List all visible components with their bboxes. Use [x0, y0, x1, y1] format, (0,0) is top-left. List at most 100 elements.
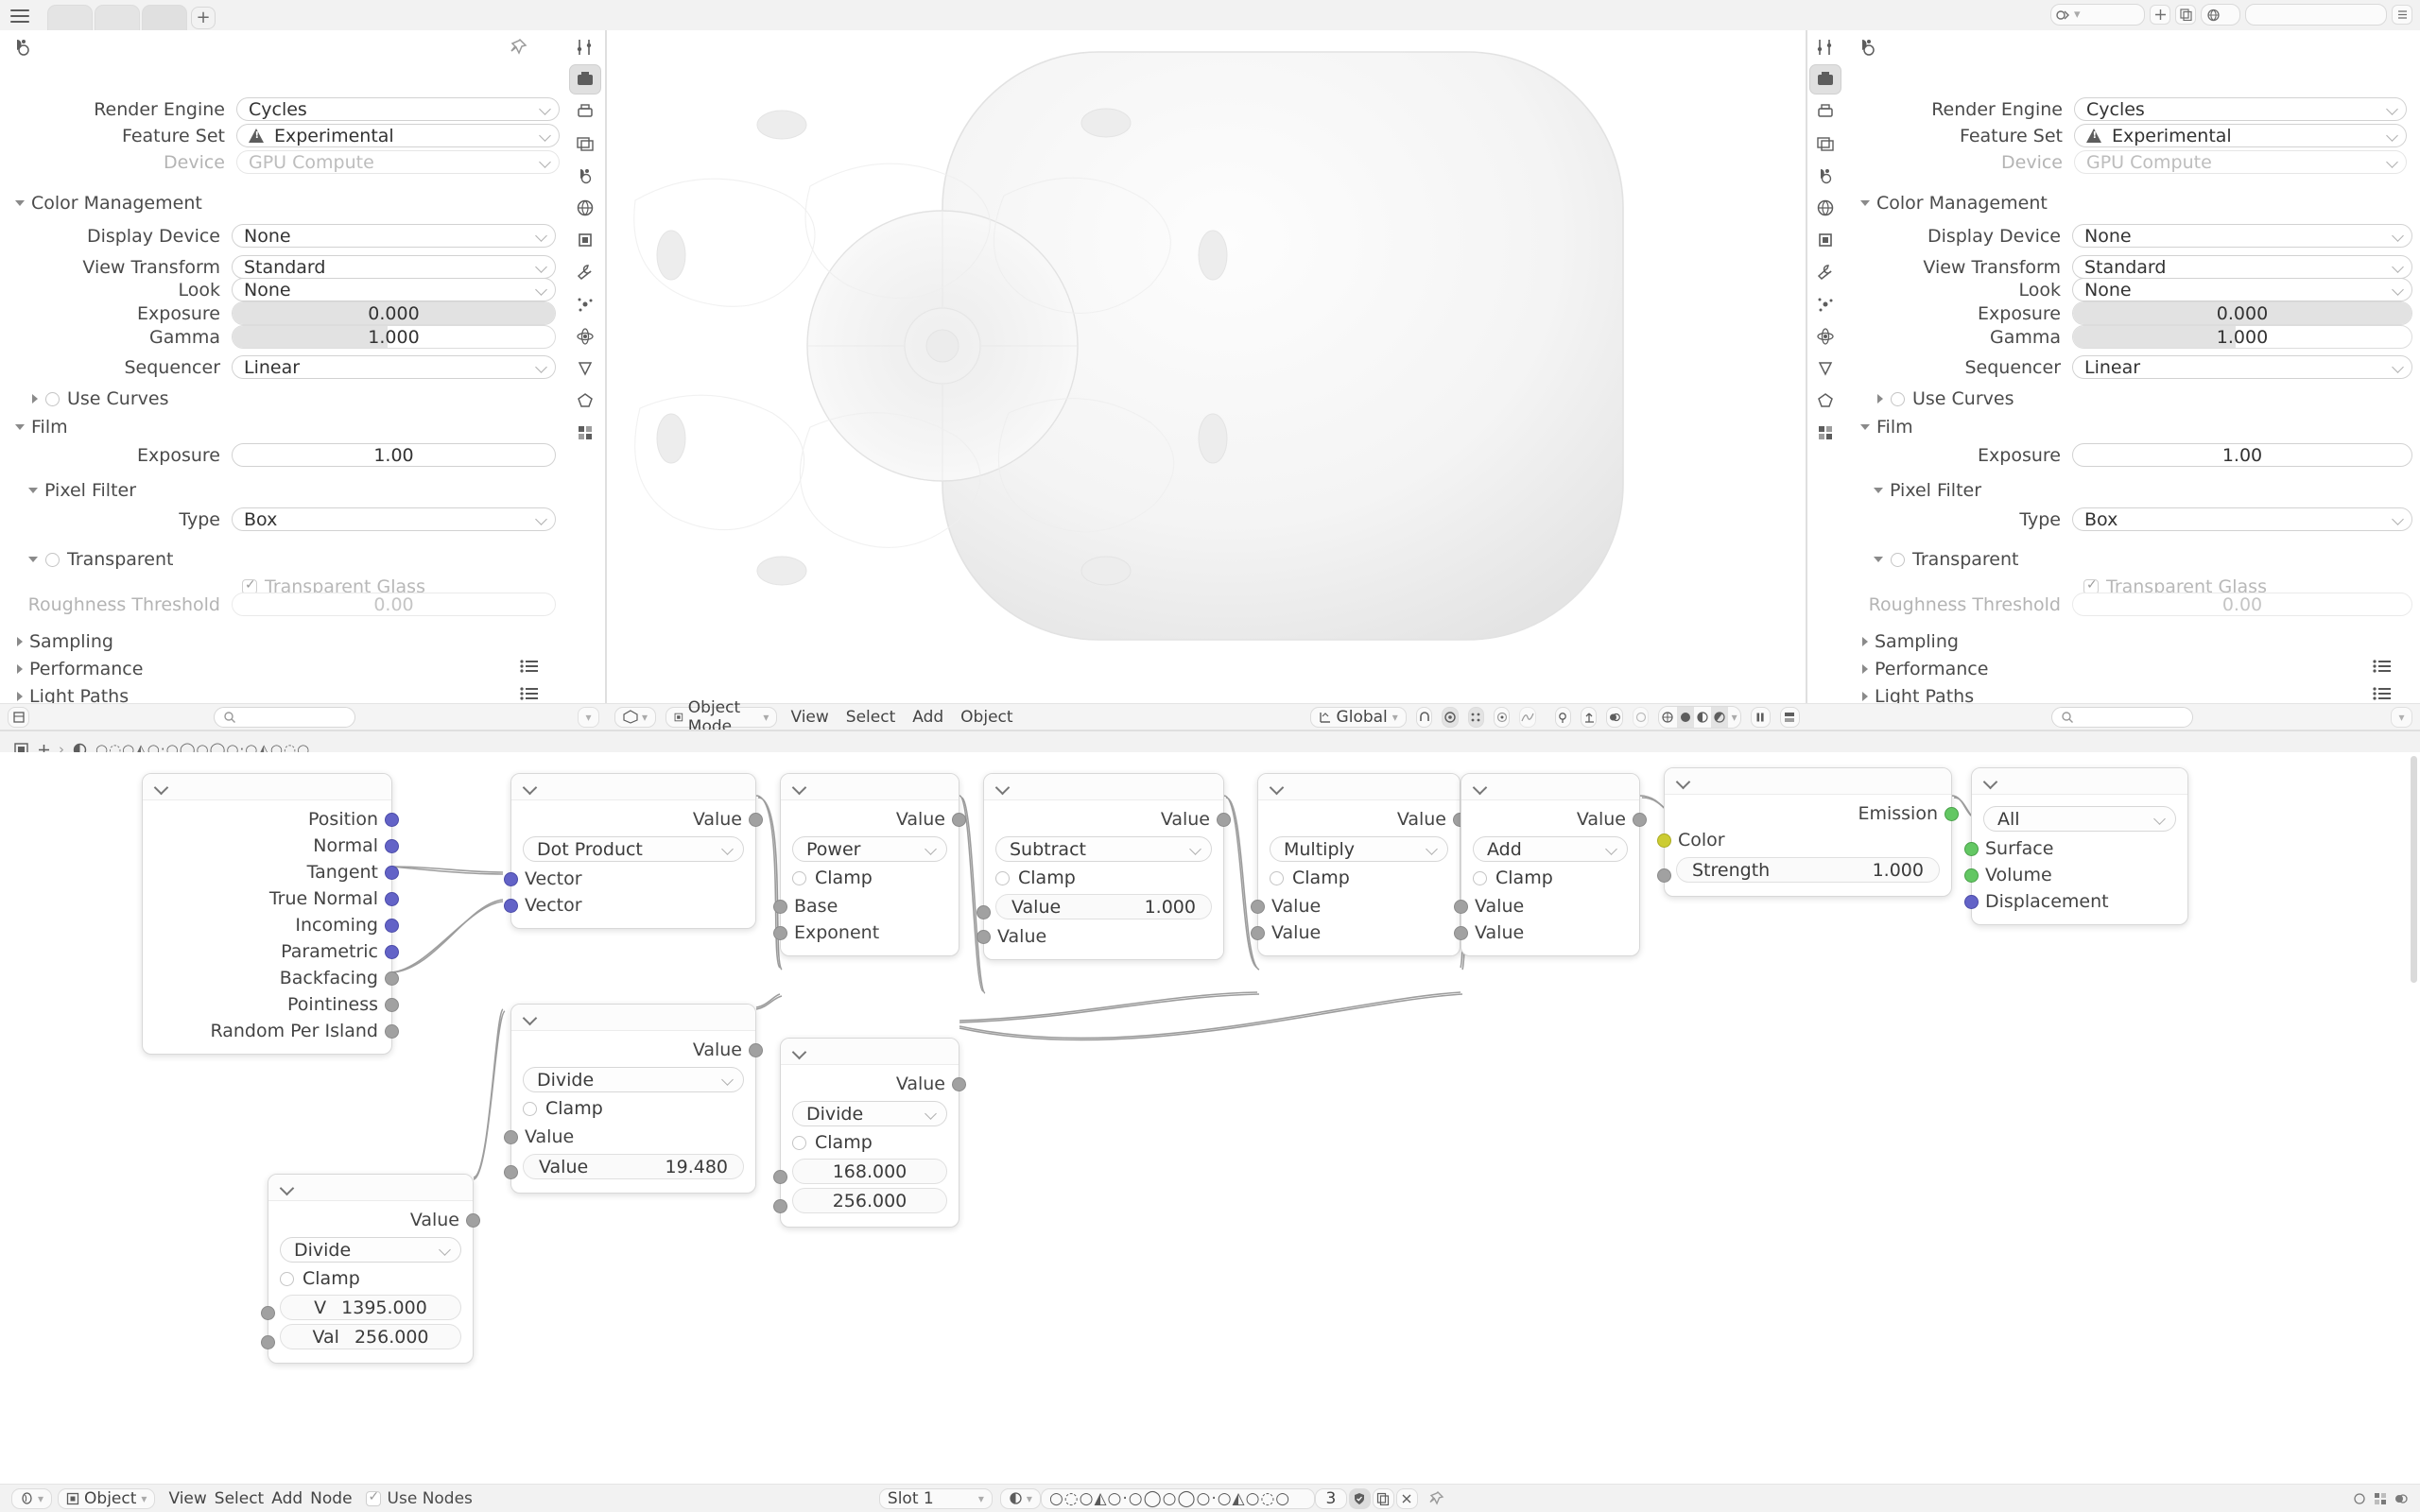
node-math-power[interactable]: Value Power Clamp Base Exponent: [773, 773, 966, 956]
node-math-divide-1395[interactable]: Value Divide Clamp V 1395.000 Val 256.000: [261, 1174, 480, 1364]
divider-horizontal[interactable]: [0, 730, 2420, 731]
operation-dropdown[interactable]: Divide: [792, 1101, 947, 1126]
node-header[interactable]: [984, 774, 1223, 800]
socket-vector[interactable]: [385, 892, 399, 906]
section-performance[interactable]: Performance: [17, 659, 143, 679]
clamp-checkbox-row[interactable]: Clamp: [1270, 866, 1448, 890]
socket-value[interactable]: [504, 1165, 518, 1179]
view-transform-dropdown[interactable]: Standard: [232, 255, 556, 279]
pixel-filter-type-dropdown-right[interactable]: Box: [2072, 507, 2412, 531]
node-input-value-1[interactable]: Value 1.000: [977, 894, 1223, 919]
menu-add[interactable]: Add: [912, 707, 944, 727]
shading-solid-button[interactable]: [1676, 706, 1694, 728]
node-input-surface[interactable]: Surface: [1964, 835, 2187, 862]
node-math-divide-168[interactable]: Value Divide Clamp 168.000 256.000: [773, 1038, 966, 1228]
viewport-visibility-dropdown[interactable]: [1554, 706, 1572, 728]
tool-tab[interactable]: [569, 32, 601, 62]
node-output-position[interactable]: Position: [143, 806, 399, 833]
socket-value[interactable]: [773, 926, 787, 940]
socket-value[interactable]: [466, 1213, 480, 1228]
xray-toggle[interactable]: [1632, 706, 1650, 728]
properties-search-input-right[interactable]: [2051, 706, 2193, 728]
shading-options-dropdown[interactable]: ▾: [1731, 710, 1737, 724]
node-output-value[interactable]: Value: [1258, 806, 1467, 833]
modifier-tab-right[interactable]: [1809, 257, 1841, 287]
socket-vector[interactable]: [385, 813, 399, 827]
proportional-falloff-dropdown[interactable]: [1467, 706, 1484, 728]
node-output-value[interactable]: Value: [268, 1207, 480, 1233]
node-output-value[interactable]: Value: [511, 1037, 763, 1063]
socket-value[interactable]: [261, 1335, 275, 1349]
node-editor-scrollbar[interactable]: [2411, 756, 2417, 983]
scene-selector[interactable]: ▾: [2050, 4, 2145, 26]
node-output-value[interactable]: Value: [511, 806, 763, 833]
render-engine-dropdown[interactable]: Cycles: [236, 97, 560, 121]
socket-value[interactable]: [1217, 813, 1231, 827]
socket-value[interactable]: [977, 930, 991, 944]
use-curves-row-right[interactable]: Use Curves: [1877, 388, 2014, 409]
use-curves-checkbox[interactable]: [45, 391, 60, 406]
socket-value[interactable]: [773, 900, 787, 914]
shader-type-dropdown[interactable]: Object ▾: [58, 1487, 156, 1509]
pixel-filter-type-dropdown[interactable]: Box: [232, 507, 556, 531]
node-output-parametric[interactable]: Parametric: [143, 938, 399, 965]
clamp-checkbox-row[interactable]: Clamp: [1473, 866, 1628, 890]
node-header[interactable]: [1665, 768, 1951, 795]
clamp-checkbox[interactable]: [523, 1101, 537, 1116]
scene-tab-right[interactable]: [1809, 161, 1841, 191]
node-emission[interactable]: Emission Color Strength 1.000: [1657, 767, 1959, 897]
section-color-management[interactable]: Color Management: [15, 193, 202, 214]
socket-value[interactable]: [749, 813, 763, 827]
particles-tab-right[interactable]: [1809, 289, 1841, 319]
socket-value[interactable]: [952, 813, 966, 827]
node-input-value-2[interactable]: Val 256.000: [261, 1324, 473, 1349]
section-light-paths-right[interactable]: Light Paths: [1862, 686, 1974, 703]
node-header[interactable]: [143, 774, 391, 800]
clamp-checkbox-row[interactable]: Clamp: [280, 1266, 461, 1291]
physics-tab[interactable]: [569, 321, 601, 352]
node-header[interactable]: [781, 774, 959, 800]
section-color-management-right[interactable]: Color Management: [1860, 193, 2048, 214]
clamp-checkbox[interactable]: [1473, 870, 1487, 885]
view-layer-tab[interactable]: [569, 129, 601, 159]
node-header[interactable]: [1258, 774, 1460, 800]
sync-icon[interactable]: [2352, 1491, 2367, 1506]
material-name-field[interactable]: ○◌○◭○·○◯○◯○·○◭○◌○: [1040, 1487, 1315, 1509]
transparent-glass-row[interactable]: Transparent Glass: [242, 576, 425, 597]
socket-value[interactable]: [773, 1199, 787, 1213]
browse-world-button[interactable]: [2392, 5, 2412, 25]
browse-material-button[interactable]: ▾: [999, 1487, 1041, 1509]
operation-dropdown[interactable]: Subtract: [995, 836, 1212, 862]
socket-value[interactable]: [385, 1024, 399, 1039]
operation-dropdown[interactable]: Dot Product: [523, 836, 744, 862]
node-output-pointiness[interactable]: Pointiness: [143, 991, 399, 1018]
chevron-down-icon[interactable]: [153, 780, 169, 796]
sequencer-dropdown[interactable]: Linear: [232, 355, 556, 379]
editor-type-button-node[interactable]: ▾: [11, 1487, 53, 1509]
strength-field[interactable]: Strength 1.000: [1676, 857, 1940, 883]
node-input-value-2[interactable]: Value: [1251, 919, 1460, 946]
workspace-tab-3[interactable]: [142, 5, 187, 30]
pause-render-button[interactable]: [1750, 706, 1771, 728]
unlink-material-button[interactable]: [1395, 1487, 1418, 1509]
section-light-paths[interactable]: Light Paths: [17, 686, 129, 703]
socket-color[interactable]: [1657, 833, 1671, 848]
chevron-down-icon[interactable]: [522, 1010, 538, 1026]
node-input-value-2[interactable]: 256.000: [773, 1188, 959, 1213]
socket-value[interactable]: [977, 905, 991, 919]
value-field[interactable]: Val 256.000: [280, 1324, 461, 1349]
viewport-extra-button[interactable]: [1779, 706, 1800, 728]
render-engine-dropdown-right[interactable]: Cycles: [2074, 97, 2407, 121]
node-output-random-per-island[interactable]: Random Per Island: [143, 1018, 399, 1044]
node-input-vector-1[interactable]: Vector: [504, 866, 755, 892]
chevron-down-icon[interactable]: [994, 780, 1011, 796]
pin-icon[interactable]: [509, 38, 527, 57]
falloff-type-button[interactable]: [1493, 706, 1511, 728]
particles-tab[interactable]: [569, 289, 601, 319]
feature-set-dropdown-right[interactable]: Experimental: [2074, 124, 2407, 147]
node-output-value[interactable]: Value: [781, 1071, 966, 1097]
world-selector[interactable]: [2201, 4, 2240, 26]
node-input-value-1[interactable]: V 1395.000: [261, 1295, 473, 1320]
object-tab-right[interactable]: [1809, 225, 1841, 255]
add-workspace-button[interactable]: +: [191, 7, 216, 29]
